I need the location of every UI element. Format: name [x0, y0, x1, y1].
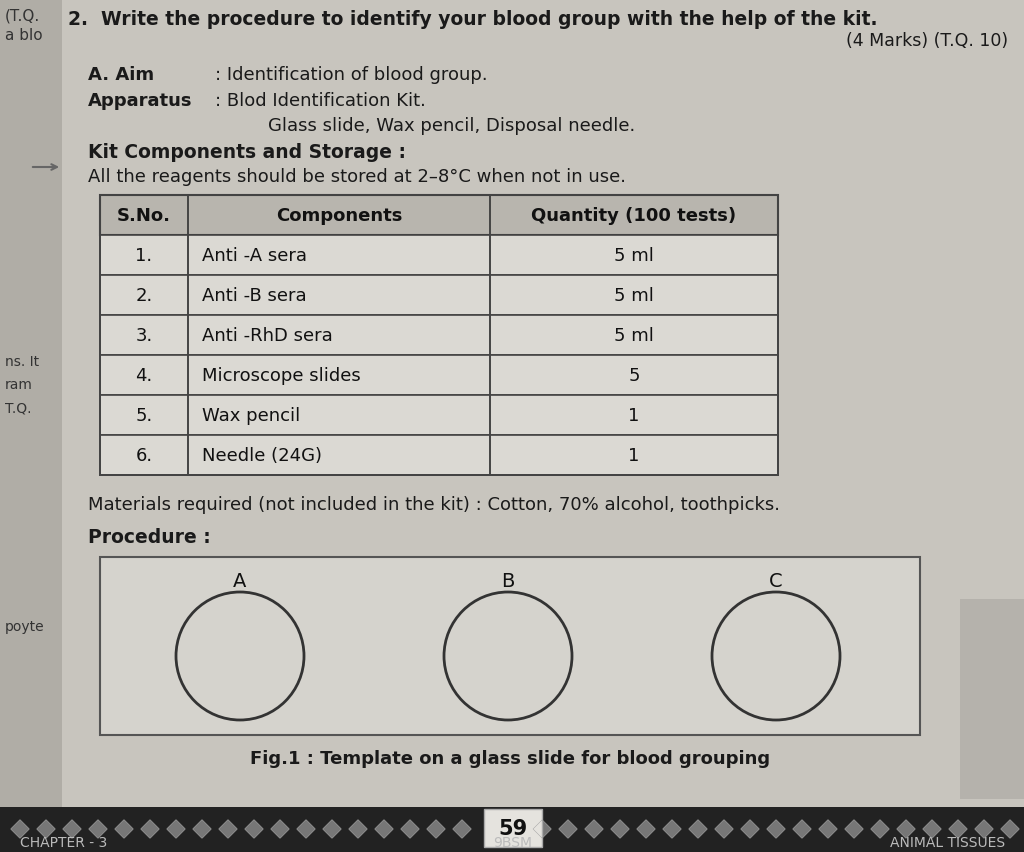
Text: Components: Components [275, 207, 402, 225]
Polygon shape [245, 820, 263, 838]
Text: ANIMAL TISSUES: ANIMAL TISSUES [890, 835, 1005, 849]
Polygon shape [871, 820, 889, 838]
Bar [100, 395, 778, 435]
Text: Fig.1 : Template on a glass slide for blood grouping: Fig.1 : Template on a glass slide for bl… [250, 749, 770, 767]
Polygon shape [897, 820, 915, 838]
Text: 5 ml: 5 ml [614, 326, 654, 344]
Text: 2.  Write the procedure to identify your blood group with the help of the kit.: 2. Write the procedure to identify your … [68, 10, 878, 29]
Text: Glass slide, Wax pencil, Disposal needle.: Glass slide, Wax pencil, Disposal needle… [268, 117, 635, 135]
Polygon shape [559, 820, 577, 838]
Text: Anti -A sera: Anti -A sera [202, 247, 307, 265]
Bar [100, 355, 778, 395]
Polygon shape [793, 820, 811, 838]
Text: Kit Components and Storage :: Kit Components and Storage : [88, 143, 406, 162]
Text: A. Aim: A. Aim [88, 66, 155, 83]
Polygon shape [534, 820, 551, 838]
Polygon shape [453, 820, 471, 838]
Text: B: B [502, 572, 515, 590]
Polygon shape [715, 820, 733, 838]
Text: 6.: 6. [135, 446, 153, 464]
Text: T.Q.: T.Q. [5, 401, 32, 416]
Text: 5: 5 [629, 366, 640, 384]
Text: Anti -B sera: Anti -B sera [202, 286, 306, 305]
Polygon shape [37, 820, 55, 838]
Polygon shape [585, 820, 603, 838]
Text: 5 ml: 5 ml [614, 247, 654, 265]
Text: A: A [233, 572, 247, 590]
Polygon shape [975, 820, 993, 838]
Text: C: C [769, 572, 782, 590]
Polygon shape [401, 820, 419, 838]
Bar [100, 435, 778, 475]
Text: 4.: 4. [135, 366, 153, 384]
Text: CHAPTER - 3: CHAPTER - 3 [20, 835, 108, 849]
Text: (T.Q.: (T.Q. [5, 8, 40, 23]
Text: 1: 1 [629, 446, 640, 464]
Polygon shape [141, 820, 159, 838]
Bar [100, 196, 778, 236]
Polygon shape [819, 820, 837, 838]
Polygon shape [297, 820, 315, 838]
Text: 3.: 3. [135, 326, 153, 344]
Text: poyte: poyte [5, 619, 45, 633]
Bar [100, 557, 920, 735]
Polygon shape [767, 820, 785, 838]
Polygon shape [349, 820, 367, 838]
Text: Needle (24G): Needle (24G) [202, 446, 322, 464]
Text: a blo: a blo [5, 28, 43, 43]
Text: ns. It: ns. It [5, 354, 39, 369]
Text: 9BSM: 9BSM [494, 835, 532, 849]
Polygon shape [949, 820, 967, 838]
Polygon shape [427, 820, 445, 838]
Text: 1.: 1. [135, 247, 153, 265]
Text: 2.: 2. [135, 286, 153, 305]
Text: Wax pencil: Wax pencil [202, 406, 300, 424]
Text: Procedure :: Procedure : [88, 527, 211, 546]
Text: Materials required (not included in the kit) : Cotton, 70% alcohol, toothpicks.: Materials required (not included in the … [88, 495, 780, 514]
Polygon shape [741, 820, 759, 838]
Text: ram: ram [5, 377, 33, 392]
Text: 59: 59 [499, 818, 527, 838]
Polygon shape [11, 820, 29, 838]
Text: 1: 1 [629, 406, 640, 424]
Text: All the reagents should be stored at 2–8°C when not in use.: All the reagents should be stored at 2–8… [88, 168, 626, 186]
Text: : Identification of blood group.: : Identification of blood group. [215, 66, 487, 83]
Polygon shape [219, 820, 237, 838]
Polygon shape [689, 820, 707, 838]
Text: (4 Marks) (T.Q. 10): (4 Marks) (T.Q. 10) [846, 32, 1008, 50]
Bar [100, 236, 778, 276]
Polygon shape [611, 820, 629, 838]
Polygon shape [663, 820, 681, 838]
Polygon shape [89, 820, 106, 838]
Polygon shape [637, 820, 655, 838]
Polygon shape [845, 820, 863, 838]
Polygon shape [375, 820, 393, 838]
Polygon shape [923, 820, 941, 838]
Polygon shape [63, 820, 81, 838]
Text: 5.: 5. [135, 406, 153, 424]
Polygon shape [323, 820, 341, 838]
Text: : Blod Identification Kit.: : Blod Identification Kit. [215, 92, 426, 110]
Bar [484, 809, 542, 847]
Polygon shape [1001, 820, 1019, 838]
Bar [0, 0, 62, 819]
Polygon shape [193, 820, 211, 838]
Polygon shape [271, 820, 289, 838]
Bar [0, 807, 1024, 852]
Bar [961, 599, 1024, 799]
Text: S.No.: S.No. [117, 207, 171, 225]
Text: Anti -RhD sera: Anti -RhD sera [202, 326, 333, 344]
Polygon shape [167, 820, 185, 838]
Text: Apparatus: Apparatus [88, 92, 193, 110]
Text: Microscope slides: Microscope slides [202, 366, 360, 384]
Text: Quantity (100 tests): Quantity (100 tests) [531, 207, 736, 225]
Bar [100, 315, 778, 355]
Text: 5 ml: 5 ml [614, 286, 654, 305]
Polygon shape [115, 820, 133, 838]
Bar [100, 276, 778, 315]
